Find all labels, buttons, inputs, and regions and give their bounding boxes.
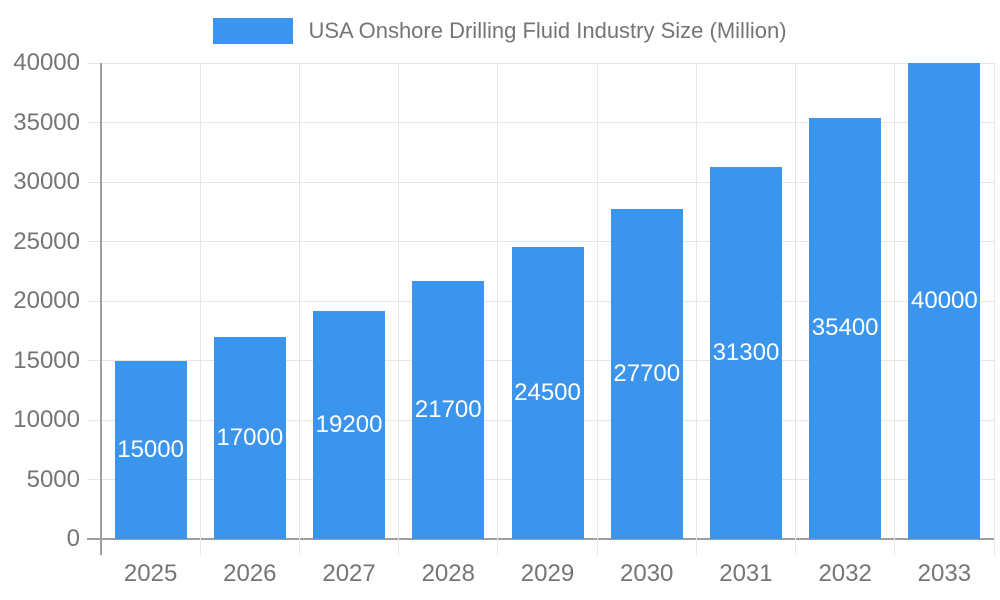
chart-legend: USA Onshore Drilling Fluid Industry Size… <box>0 18 1000 44</box>
bar-value-label-2025: 15000 <box>117 435 184 463</box>
v-gridline <box>795 63 797 555</box>
x-axis-tick-label-2030: 2030 <box>620 560 674 587</box>
bar-2029 <box>511 247 584 539</box>
y-axis-tick-label: 25000 <box>13 227 80 255</box>
x-axis-tick-label-2029: 2029 <box>520 560 575 587</box>
bar-value-label-2031: 31300 <box>712 338 780 366</box>
v-gridline <box>993 63 995 555</box>
v-gridline <box>398 63 400 555</box>
x-axis-tick-label-2027: 2027 <box>322 560 376 587</box>
x-axis-line <box>87 538 994 540</box>
y-axis-tick-label: 10000 <box>13 406 80 433</box>
x-axis-tick-label-2032: 2032 <box>818 560 872 587</box>
legend-label: USA Onshore Drilling Fluid Industry Size… <box>308 18 787 43</box>
x-axis-tick-label-2025: 2025 <box>123 560 178 587</box>
y-axis-tick-label: 5000 <box>26 465 80 493</box>
bar-value-label-2026: 17000 <box>216 423 284 451</box>
bar-value-label-2033: 40000 <box>911 287 978 314</box>
y-axis-tick-label: 40000 <box>13 49 80 76</box>
gridline <box>87 181 994 183</box>
y-axis-tick-label: 20000 <box>13 287 80 314</box>
v-gridline <box>199 63 201 555</box>
y-axis-line <box>100 63 102 555</box>
gridline <box>87 241 994 242</box>
x-axis-tick-label-2026: 2026 <box>223 560 277 587</box>
bar-2025 <box>114 360 187 539</box>
y-axis-tick-label: 0 <box>66 525 80 552</box>
bar-2026 <box>213 336 286 539</box>
y-axis-tick-label: 15000 <box>13 346 80 374</box>
bar-value-label-2032: 35400 <box>811 314 879 342</box>
v-gridline <box>596 63 598 555</box>
bar-value-label-2027: 19200 <box>315 410 383 438</box>
x-axis-tick-label-2031: 2031 <box>719 560 773 587</box>
bar-value-label-2029: 24500 <box>514 379 581 407</box>
bar-2032 <box>809 117 882 539</box>
bar-2027 <box>313 310 386 539</box>
v-gridline <box>298 63 300 555</box>
legend-swatch <box>213 18 294 44</box>
v-gridline <box>894 63 896 555</box>
bar-value-label-2030: 27700 <box>613 360 681 388</box>
v-gridline <box>695 63 697 555</box>
x-axis-tick-label-2033: 2033 <box>917 560 972 587</box>
bar-2030 <box>610 209 683 539</box>
gridline <box>87 122 994 123</box>
bar-value-label-2028: 21700 <box>414 395 482 423</box>
bar-2031 <box>709 166 782 539</box>
x-axis-tick-label-2028: 2028 <box>421 560 475 587</box>
y-axis-tick-label: 30000 <box>13 168 80 195</box>
y-axis-tick-label: 35000 <box>13 108 80 136</box>
bar-2033 <box>908 63 981 539</box>
bar-2028 <box>412 280 485 539</box>
gridline <box>87 62 994 64</box>
v-gridline <box>497 63 499 555</box>
